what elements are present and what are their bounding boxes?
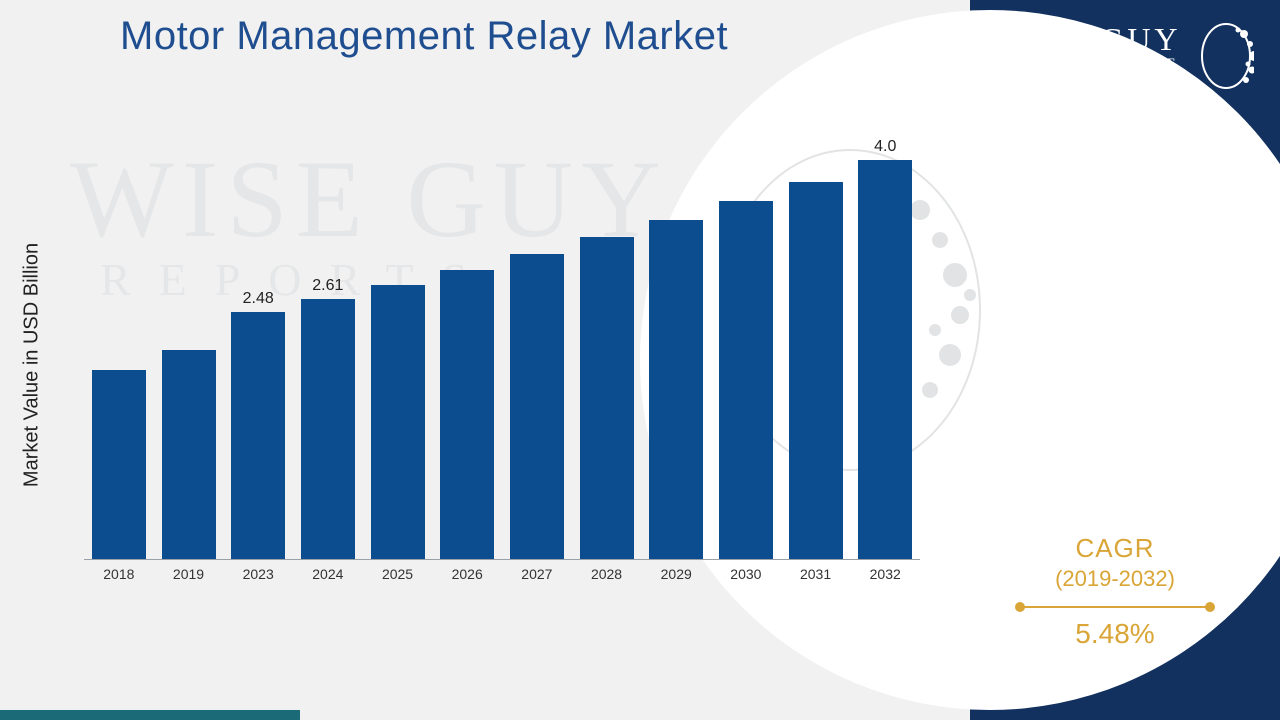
x-axis-label: 2031 (781, 560, 851, 582)
bar-wrap (363, 140, 433, 560)
bar-wrap (711, 140, 781, 560)
bar-wrap: 2.48 (223, 140, 293, 560)
bar-wrap (641, 140, 711, 560)
bar-wrap (781, 140, 851, 560)
bar (510, 254, 564, 560)
bar (719, 201, 773, 560)
bar-wrap: 4.0 (850, 140, 920, 560)
x-axis-labels: 2018201920232024202520262027202820292030… (84, 560, 920, 590)
x-axis-label: 2030 (711, 560, 781, 582)
x-axis-label: 2023 (223, 560, 293, 582)
cagr-box: CAGR (2019-2032) 5.48% (1010, 533, 1220, 650)
bars-container: 2.48 2.61 4.0 (84, 140, 920, 560)
x-axis-label: 2026 (432, 560, 502, 582)
bar-chart: Market Value in USD Billion 2.482.614.0 … (40, 140, 920, 590)
bar (789, 182, 843, 560)
bar-wrap: 2.61 (293, 140, 363, 560)
cagr-period: (2019-2032) (1010, 566, 1220, 592)
chart-title: Motor Management Relay Market (120, 14, 728, 59)
x-axis-label: 2024 (293, 560, 363, 582)
bar: 2.61 (301, 299, 355, 560)
bar-wrap (84, 140, 154, 560)
x-axis-label: 2029 (641, 560, 711, 582)
bar (371, 285, 425, 560)
bar (162, 350, 216, 560)
bar (92, 370, 146, 560)
cagr-value: 5.48% (1010, 618, 1220, 650)
x-axis-label: 2028 (572, 560, 642, 582)
bar: 4.0 (858, 160, 912, 560)
x-axis-label: 2025 (363, 560, 433, 582)
logo-main: WISE GUY (994, 21, 1182, 57)
bar-wrap (502, 140, 572, 560)
logo-sub: R E P O R T S (994, 57, 1188, 89)
logo-head-icon (1198, 20, 1254, 92)
bar-value-label: 2.61 (312, 277, 343, 295)
x-axis-label: 2027 (502, 560, 572, 582)
x-axis-label: 2018 (84, 560, 154, 582)
bar-value-label: 2.48 (243, 290, 274, 308)
x-axis-label: 2019 (154, 560, 224, 582)
bar (440, 270, 494, 560)
bar-wrap (572, 140, 642, 560)
logo-text: WISE GUY R E P O R T S (994, 23, 1188, 89)
bar (649, 220, 703, 560)
x-axis-label: 2032 (850, 560, 920, 582)
bar (580, 237, 634, 560)
bar: 2.48 (231, 312, 285, 560)
bar-wrap (154, 140, 224, 560)
bar-value-label: 4.0 (874, 138, 896, 156)
bottom-accent-bar (0, 710, 300, 720)
brand-logo: WISE GUY R E P O R T S (994, 16, 1254, 96)
bar-wrap (432, 140, 502, 560)
infographic-stage: WISE GUY REPORTS Motor Management Relay … (0, 0, 1280, 720)
y-axis-label: Market Value in USD Billion (21, 243, 44, 487)
cagr-divider (1020, 606, 1210, 608)
plot-area: 2.48 2.61 4.0 (84, 140, 920, 560)
cagr-title: CAGR (1010, 533, 1220, 564)
